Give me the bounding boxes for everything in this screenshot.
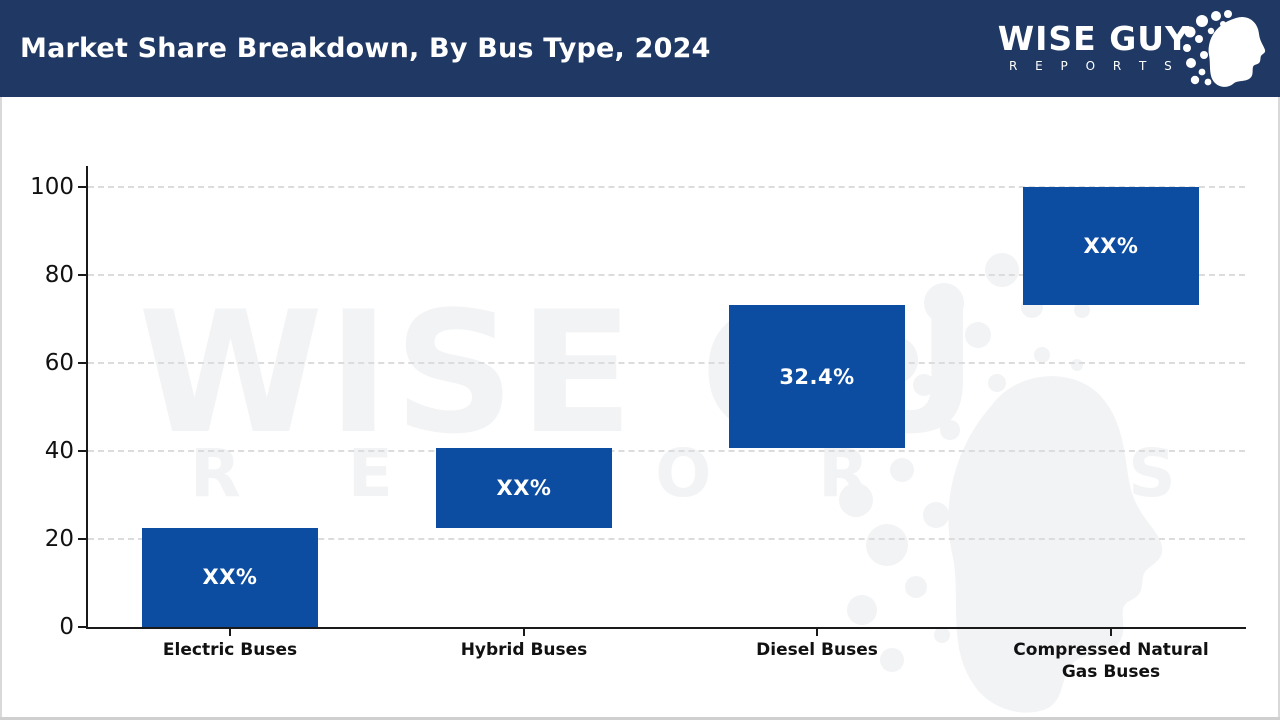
gridline (88, 186, 1245, 188)
x-tick-mark (523, 629, 525, 636)
brand-name: WISE GUY (997, 19, 1190, 58)
bar-value-label: 32.4% (779, 364, 855, 389)
x-axis (86, 627, 1246, 629)
bar-hybrid-buses: XX% (436, 447, 612, 528)
y-tick-label: 40 (44, 438, 74, 464)
page-title: Market Share Breakdown, By Bus Type, 202… (20, 33, 711, 64)
dotted-face-profile-icon (1183, 10, 1266, 87)
page-border-left (0, 97, 2, 720)
page-border-bottom (0, 717, 1280, 720)
brand-subname: R E P O R T S (1008, 58, 1179, 73)
brand-logo: WISE GUY R E P O R T S (998, 8, 1266, 90)
gridline (88, 362, 1245, 364)
y-tick-label: 60 (44, 350, 74, 376)
x-tick-mark (229, 629, 231, 636)
x-tick-label: Electric Buses (162, 640, 298, 660)
y-tick-mark (78, 186, 86, 188)
y-axis (86, 166, 88, 628)
bar-diesel-buses: 32.4% (729, 305, 905, 448)
bar-compressed-natural-gas-buses: XX% (1023, 187, 1199, 306)
bar-electric-buses: XX% (142, 527, 318, 627)
header-bar: Market Share Breakdown, By Bus Type, 202… (0, 0, 1280, 97)
x-tick-mark (1110, 629, 1112, 636)
page-border-right (1278, 97, 1280, 720)
x-tick-label: Compressed Natural Gas Buses (1013, 640, 1209, 683)
y-tick-label: 0 (59, 614, 74, 640)
x-tick-label: Hybrid Buses (460, 640, 588, 660)
y-tick-mark (78, 450, 86, 452)
x-tick-mark (816, 629, 818, 636)
bar-value-label: XX% (202, 565, 258, 590)
bar-value-label: XX% (1083, 234, 1139, 259)
y-tick-mark (78, 274, 86, 276)
x-tick-label: Diesel Buses (756, 640, 878, 660)
gridline (88, 538, 1245, 540)
gridline (88, 450, 1245, 452)
y-tick-mark (78, 362, 86, 364)
y-tick-mark (78, 626, 86, 628)
bar-value-label: XX% (496, 475, 552, 500)
brand-logo-text: WISE GUY R E P O R T S (997, 19, 1190, 73)
y-tick-mark (78, 538, 86, 540)
y-tick-label: 20 (44, 526, 74, 552)
gridline (88, 274, 1245, 276)
y-tick-label: 100 (30, 174, 74, 200)
y-tick-label: 80 (44, 262, 74, 288)
